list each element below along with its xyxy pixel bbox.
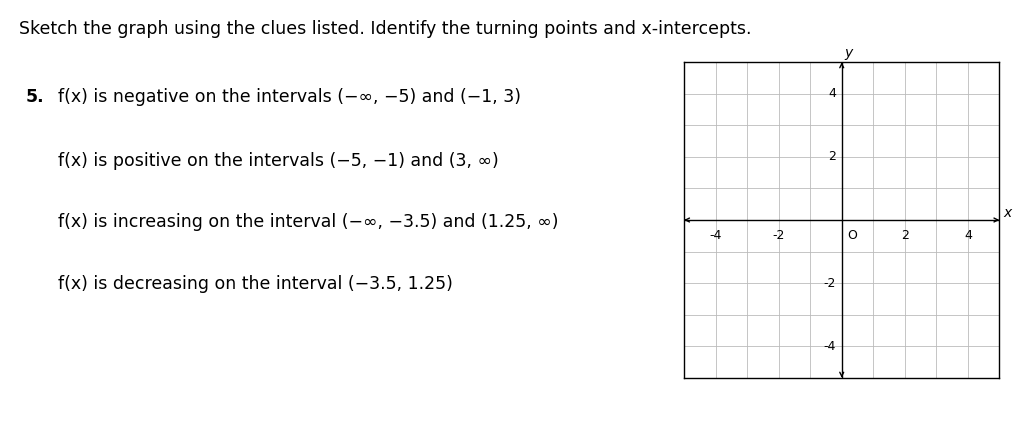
Text: f(x) is decreasing on the interval (−3.5, 1.25): f(x) is decreasing on the interval (−3.5…	[58, 275, 454, 293]
Text: Sketch the graph using the clues listed. Identify the turning points and x-inter: Sketch the graph using the clues listed.…	[19, 20, 752, 38]
Text: 5.: 5.	[26, 88, 45, 106]
Text: -4: -4	[823, 340, 836, 352]
Text: -4: -4	[710, 229, 722, 242]
Text: -2: -2	[772, 229, 784, 242]
Text: x: x	[1004, 206, 1012, 220]
Text: y: y	[845, 46, 853, 60]
Text: 4: 4	[964, 229, 972, 242]
Text: f(x) is negative on the intervals (−∞, −5) and (−1, 3): f(x) is negative on the intervals (−∞, −…	[58, 88, 521, 106]
Text: 4: 4	[828, 88, 836, 100]
Text: f(x) is positive on the intervals (−5, −1) and (3, ∞): f(x) is positive on the intervals (−5, −…	[58, 152, 499, 170]
Text: 2: 2	[901, 229, 908, 242]
Text: 2: 2	[828, 150, 836, 163]
Text: f(x) is increasing on the interval (−∞, −3.5) and (1.25, ∞): f(x) is increasing on the interval (−∞, …	[58, 213, 559, 231]
Text: -2: -2	[823, 277, 836, 290]
Text: O: O	[848, 229, 857, 242]
